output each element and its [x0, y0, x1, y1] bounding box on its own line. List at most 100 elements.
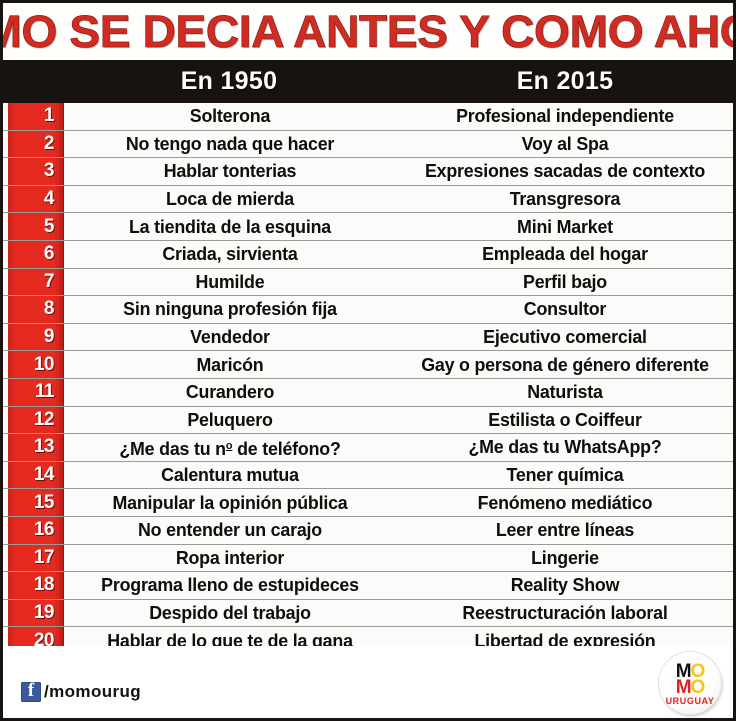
table-row: 8 Sin ninguna profesión fija Consultor [3, 296, 733, 324]
footer: /momourug MO MO URUGUAY [3, 646, 733, 718]
logo-m2: M [675, 677, 692, 698]
cell-before: No entender un carajo [138, 520, 322, 541]
table-body: 1 Solterona Profesional independiente 2 No t… [3, 103, 733, 646]
logo-m1: M [675, 661, 692, 682]
table-row: 15 Manipular la opinión pública Fenómeno m… [3, 489, 733, 517]
cell-before: Maricón [196, 354, 264, 375]
row-number: 7 [43, 270, 55, 292]
cell-now: Fenómeno mediático [477, 492, 653, 513]
cell-before: ¿Me das tu no de teléfono? [119, 438, 341, 459]
comparison-table: 1 Solterona Profesional independiente 2 No t… [3, 103, 733, 646]
cell-now: Naturista [527, 382, 603, 403]
cell-before: Solterona [189, 106, 271, 127]
cell-before: Vendedor [190, 327, 270, 348]
logo-country: URUGUAY [665, 696, 715, 706]
cell-now: Transgresora [509, 189, 621, 210]
row-number: 1 [43, 105, 55, 127]
cell-now: Leer entre líneas [495, 520, 635, 541]
number-column-background [8, 103, 64, 646]
logo-o1: O [690, 661, 706, 682]
cell-before: Humilde [195, 271, 265, 292]
column-header-before: En 1950 [180, 67, 278, 95]
row-number: 4 [43, 188, 55, 210]
cell-before: Criada, sirvienta [162, 244, 298, 265]
row-number: 5 [43, 215, 55, 237]
cell-before: Ropa interior [175, 547, 285, 568]
row-number: 17 [33, 546, 55, 568]
row-number: 2 [43, 132, 55, 154]
table-row: 11 Curandero Naturista [3, 379, 733, 407]
row-number: 16 [33, 519, 55, 541]
cell-before: La tiendita de la esquina [128, 216, 332, 237]
facebook-link[interactable]: /momourug [21, 680, 142, 702]
cell-before: Peluquero [187, 409, 273, 430]
cell-now: Expresiones sacadas de contexto [424, 161, 706, 182]
logo-o2: O [690, 677, 706, 698]
cell-before: Despido del trabajo [149, 602, 311, 623]
cell-before: Calentura mutua [161, 465, 299, 486]
table-row: 17 Ropa interior Lingerie [3, 545, 733, 573]
table-row: 19 Despido del trabajo Reestructuración la… [3, 600, 733, 628]
row-number: 18 [33, 574, 55, 596]
cell-now: Profesional independiente [456, 106, 674, 127]
cell-before: Curandero [185, 382, 275, 403]
table-row: 16 No entender un carajo Leer entre líneas [3, 517, 733, 545]
table-row: 5 La tiendita de la esquina Mini Market [3, 213, 733, 241]
table-row: 13 ¿Me das tu no de teléfono? ¿Me das tu W… [3, 434, 733, 462]
momo-uruguay-logo: MO MO URUGUAY [659, 652, 721, 714]
cell-now: Ejecutivo comercial [483, 327, 647, 348]
logo-line-1: MO [659, 662, 721, 681]
cell-before: No tengo nada que hacer [125, 133, 335, 154]
cell-now: Libertad de expresión [474, 630, 656, 646]
title-band: COMO SE DECIA ANTES Y COMO AHORA [3, 3, 733, 60]
table-row: 10 Maricón Gay o persona de género diferen… [3, 351, 733, 379]
cell-now: Empleada del hogar [482, 244, 648, 265]
table-row: 14 Calentura mutua Tener química [3, 462, 733, 490]
table-row: 3 Hablar tonterias Expresiones sacadas de … [3, 158, 733, 186]
table-row: 7 Humilde Perfil bajo [3, 269, 733, 297]
row-number: 15 [33, 491, 55, 513]
row-number: 10 [33, 353, 55, 375]
row-number: 8 [43, 298, 55, 320]
table-row: 4 Loca de mierda Transgresora [3, 186, 733, 214]
row-number: 13 [33, 436, 55, 458]
cell-before: Sin ninguna profesión fija [123, 299, 337, 320]
column-header-now: En 2015 [516, 67, 614, 95]
page-title: COMO SE DECIA ANTES Y COMO AHORA [3, 5, 733, 57]
row-number: 20 [33, 629, 55, 646]
column-header-number [3, 60, 61, 103]
row-number: 19 [33, 601, 55, 623]
facebook-icon [21, 680, 41, 702]
table-row: 12 Peluquero Estilista o Coiffeur [3, 407, 733, 435]
row-number: 6 [43, 243, 55, 265]
table-row: 1 Solterona Profesional independiente [3, 103, 733, 131]
row-number: 3 [43, 160, 55, 182]
cell-now: ¿Me das tu WhatsApp? [468, 437, 662, 458]
cell-before: Loca de mierda [166, 189, 294, 210]
logo-line-2: MO [659, 678, 721, 697]
cell-now: Consultor [523, 299, 607, 320]
cell-now: Tener química [506, 465, 624, 486]
cell-before: Manipular la opinión pública [112, 492, 348, 513]
cell-now: Reality Show [510, 575, 620, 596]
facebook-handle: /momourug [44, 682, 142, 701]
row-number: 14 [33, 464, 55, 486]
cell-before: Programa lleno de estupideces [101, 575, 359, 596]
table-row: 18 Programa lleno de estupideces Reality S… [3, 572, 733, 600]
row-number: 11 [34, 381, 55, 403]
table-header: En 1950 En 2015 [3, 60, 733, 103]
cell-now: Estilista o Coiffeur [488, 409, 642, 430]
table-row: 6 Criada, sirvienta Empleada del hogar [3, 241, 733, 269]
cell-before: Hablar de lo que te de la gana [107, 630, 353, 646]
cell-now: Reestructuración laboral [462, 602, 668, 623]
cell-now: Mini Market [517, 216, 613, 237]
row-number: 12 [33, 408, 55, 430]
row-number: 9 [43, 326, 55, 348]
cell-now: Gay o persona de género diferente [421, 354, 709, 375]
cell-now: Perfil bajo [523, 271, 607, 292]
table-row: 20 Hablar de lo que te de la gana Libertad… [3, 627, 733, 646]
table-row: 9 Vendedor Ejecutivo comercial [3, 324, 733, 352]
table-row: 2 No tengo nada que hacer Voy al Spa [3, 131, 733, 159]
cell-before: Hablar tonterias [163, 161, 297, 182]
